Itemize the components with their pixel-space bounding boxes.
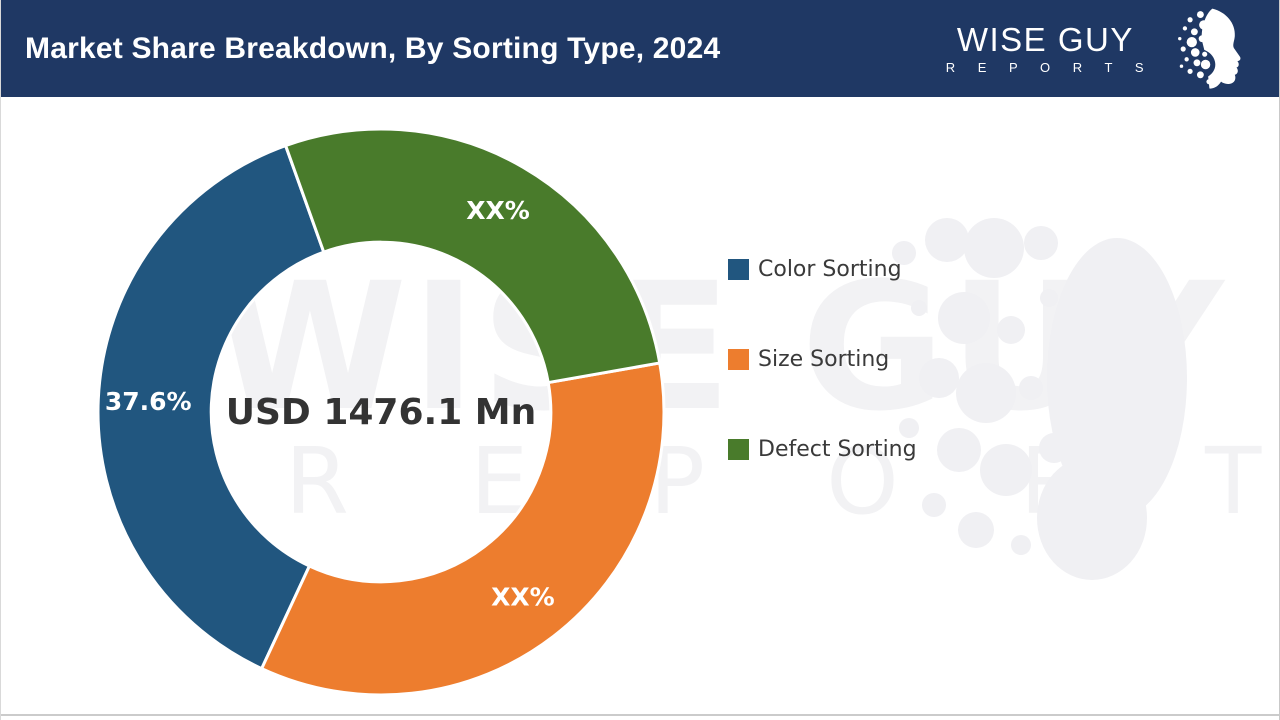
- slice-label: XX%: [491, 582, 555, 611]
- legend-item-color-sorting: Color Sorting: [728, 256, 917, 282]
- slice-label: 37.6%: [105, 387, 192, 416]
- donut-chart: 37.6% XX% XX%: [96, 127, 666, 697]
- legend-item-defect-sorting: Defect Sorting: [728, 436, 917, 462]
- chart-legend: Color Sorting Size Sorting Defect Sortin…: [728, 256, 917, 462]
- bottom-divider: [1, 714, 1279, 716]
- header-bar: Market Share Breakdown, By Sorting Type,…: [1, 0, 1279, 97]
- legend-swatch-color-sorting: [728, 258, 749, 280]
- brand-name: WISE GUY: [956, 21, 1134, 58]
- legend-swatch-size-sorting: [728, 348, 749, 370]
- brand-logo: WISE GUY R E P O R T S: [938, 6, 1263, 92]
- head-profile-icon: [1178, 8, 1241, 89]
- legend-label: Color Sorting: [758, 256, 902, 282]
- legend-swatch-defect-sorting: [728, 438, 749, 460]
- slice-label: XX%: [466, 196, 530, 225]
- donut-segment-color-sorting: [96, 144, 326, 671]
- legend-item-size-sorting: Size Sorting: [728, 346, 917, 372]
- donut-segment-size-sorting: [260, 361, 666, 697]
- watermark-head-dots: [892, 218, 1187, 580]
- brand-logo-text: WISE GUY R E P O R T S: [938, 23, 1153, 74]
- page-title: Market Share Breakdown, By Sorting Type,…: [25, 31, 721, 65]
- donut-segment-defect-sorting: [284, 127, 662, 385]
- legend-label: Size Sorting: [758, 346, 890, 372]
- brand-subname: R E P O R T S: [945, 60, 1153, 75]
- legend-label: Defect Sorting: [758, 436, 917, 462]
